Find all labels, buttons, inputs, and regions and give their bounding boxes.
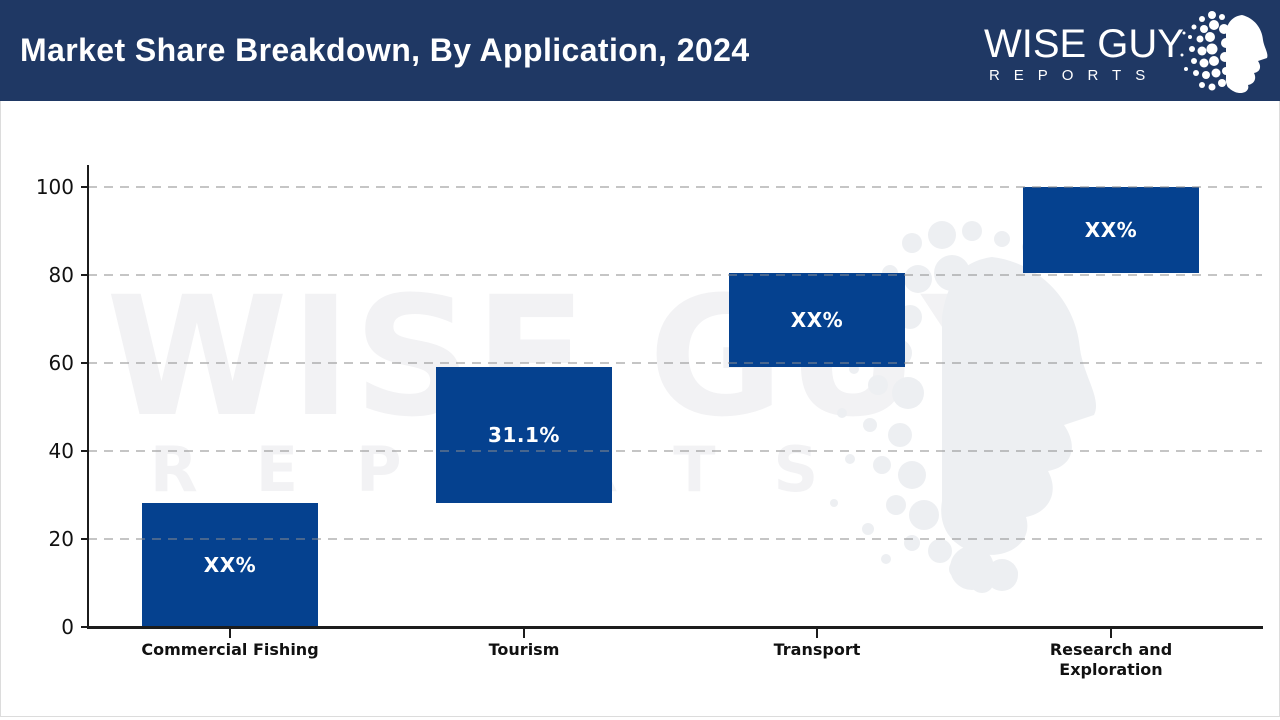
x-tick-label-commercial-fishing: Commercial Fishing: [141, 640, 319, 659]
brand-face-icon: [1180, 10, 1268, 93]
header-bar: Market Share Breakdown, By Application, …: [0, 0, 1280, 101]
gridline-40: [88, 450, 1262, 452]
bar-label-research-and-exploration: XX%: [1084, 218, 1138, 243]
gridline-80: [88, 274, 1262, 276]
bar-tourism: [436, 366, 612, 504]
brand-wordmark: WISE GUY REPORTS: [984, 24, 1184, 84]
y-tick-label-0: 0: [61, 615, 74, 639]
chart-canvas: WISE GUY REPORTS 020: [0, 101, 1280, 720]
y-tick-label-100: 100: [35, 175, 74, 199]
x-tick-label-research-and-exploration: Research and Exploration: [1049, 640, 1173, 679]
brand-name: WISE GUY: [983, 21, 1184, 66]
gridline-100: [88, 186, 1262, 188]
y-tick-label-20: 20: [48, 527, 74, 551]
x-tick-label-transport: Transport: [773, 640, 861, 659]
page-title: Market Share Breakdown, By Application, …: [20, 32, 750, 68]
bar-transport: [729, 273, 905, 367]
brand-logo: WISE GUY REPORTS: [984, 7, 1270, 95]
bar-label-transport: XX%: [790, 307, 844, 332]
brand-subtitle: REPORTS: [988, 66, 1160, 84]
gridline-20: [88, 538, 1262, 540]
x-tick-transport: [816, 629, 818, 638]
bar-research-and-exploration: [1023, 187, 1199, 274]
watermark-face-icon: [830, 221, 1097, 593]
x-tick-research-and-exploration: [1110, 629, 1112, 638]
bar-label-commercial-fishing: XX%: [203, 553, 257, 578]
bar-commercial-fishing: [142, 503, 318, 627]
y-tick-label-40: 40: [48, 439, 74, 463]
x-tick-commercial-fishing: [229, 629, 231, 638]
y-tick-20: [81, 538, 88, 540]
y-tick-100: [81, 186, 88, 188]
y-tick-80: [81, 274, 88, 276]
y-tick-40: [81, 450, 88, 452]
y-tick-label-80: 80: [48, 263, 74, 287]
x-tick-label-tourism: Tourism: [488, 640, 560, 659]
x-tick-tourism: [523, 629, 525, 638]
bar-label-tourism: 31.1%: [488, 422, 560, 447]
y-tick-0: [81, 626, 88, 628]
y-tick-60: [81, 362, 88, 364]
gridline-60: [88, 362, 1262, 364]
y-axis-line: [87, 165, 89, 629]
x-axis-line: [87, 626, 1263, 629]
y-tick-label-60: 60: [48, 351, 74, 375]
